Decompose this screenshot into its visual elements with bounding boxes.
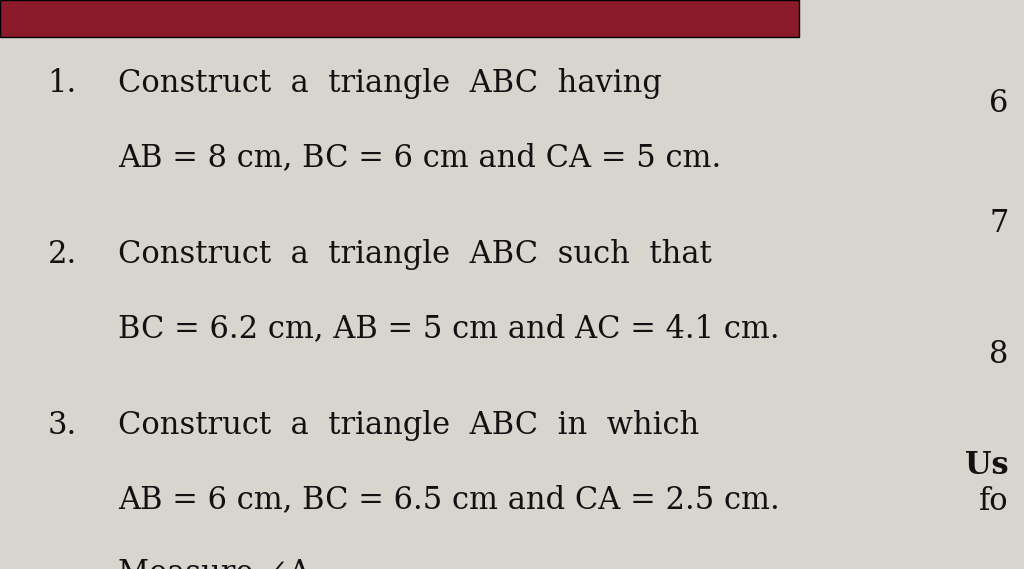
Text: 7: 7 xyxy=(989,208,1009,238)
Text: AB = 8 cm, BC = 6 cm and CA = 5 cm.: AB = 8 cm, BC = 6 cm and CA = 5 cm. xyxy=(118,142,721,173)
Text: 8: 8 xyxy=(989,339,1009,369)
Text: Us: Us xyxy=(965,450,1009,480)
Text: AB = 6 cm, BC = 6.5 cm and CA = 2.5 cm.: AB = 6 cm, BC = 6.5 cm and CA = 2.5 cm. xyxy=(118,484,779,514)
Text: Measure ∠A.: Measure ∠A. xyxy=(118,558,321,569)
Text: Construct  a  triangle  ABC  such  that: Construct a triangle ABC such that xyxy=(118,239,712,270)
Text: Construct  a  triangle  ABC  in  which: Construct a triangle ABC in which xyxy=(118,410,699,440)
Text: 1.: 1. xyxy=(47,68,77,99)
Text: BC = 6.2 cm, AB = 5 cm and AC = 4.1 cm.: BC = 6.2 cm, AB = 5 cm and AC = 4.1 cm. xyxy=(118,313,779,344)
Text: 3.: 3. xyxy=(47,410,77,440)
Text: 6: 6 xyxy=(989,88,1009,119)
Text: Construct  a  triangle  ABC  having: Construct a triangle ABC having xyxy=(118,68,662,99)
Text: fo: fo xyxy=(979,486,1009,517)
Text: 2.: 2. xyxy=(47,239,77,270)
FancyBboxPatch shape xyxy=(0,0,799,37)
